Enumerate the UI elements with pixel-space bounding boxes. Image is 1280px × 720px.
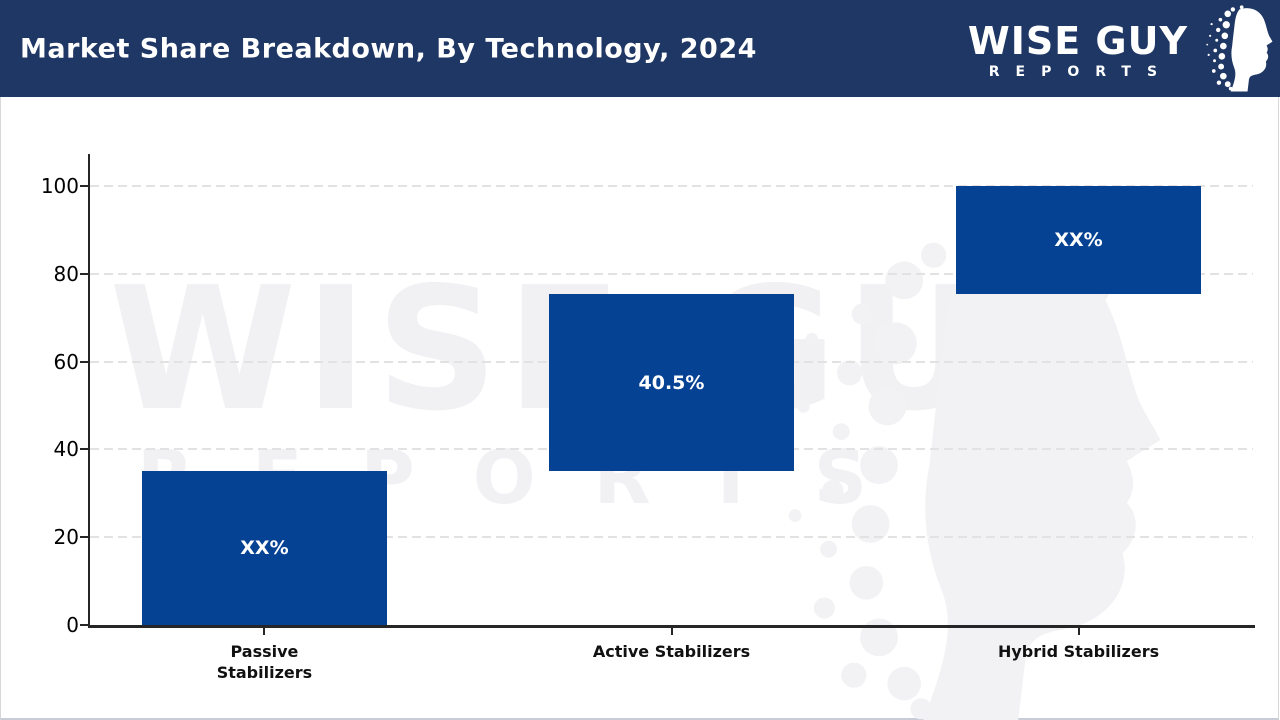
y-tick-label: 60	[53, 349, 79, 374]
bar-segment: XX%	[142, 471, 387, 625]
x-tick-mark	[1077, 627, 1080, 635]
x-axis-spine	[88, 625, 1255, 628]
x-category-label: Passive Stabilizers	[144, 641, 384, 683]
x-category-label-line: Hybrid Stabilizers	[997, 642, 1160, 661]
y-tick-mark	[80, 448, 88, 451]
y-gridline	[90, 536, 1253, 539]
y-tick-label: 0	[66, 613, 79, 637]
y-tick-label: 20	[53, 525, 79, 550]
logo-reports-text: REPORTS	[988, 64, 1174, 80]
wiseguy-logo: WISE GUY REPORTS	[968, 22, 1188, 80]
y-tick-label: 40	[53, 437, 79, 462]
page-title: Market Share Breakdown, By Technology, 2…	[20, 33, 757, 64]
bar-value-label: 40.5%	[638, 371, 705, 394]
x-category-label-line: Passive	[230, 642, 299, 661]
x-category-label: Active Stabilizers	[552, 641, 792, 662]
y-tick-mark	[80, 185, 88, 188]
y-tick-mark	[80, 272, 88, 275]
x-tick-mark	[263, 627, 266, 635]
x-category-label-line: Active Stabilizers	[592, 642, 751, 661]
y-tick-mark	[80, 360, 88, 363]
bar-value-label: XX%	[1054, 228, 1103, 251]
x-category-label: Hybrid Stabilizers	[959, 641, 1199, 662]
bar-value-label: XX%	[240, 537, 289, 560]
wiseguy-face-icon	[1200, 5, 1276, 93]
y-gridline	[90, 185, 1253, 188]
bar-segment: XX%	[956, 186, 1201, 294]
plot-area: XX% 40.5% XX%	[90, 162, 1253, 625]
header-bar: Market Share Breakdown, By Technology, 2…	[0, 0, 1280, 97]
y-tick-mark	[80, 624, 88, 626]
y-tick-label: 100	[40, 174, 79, 199]
y-tick-label: 80	[53, 261, 79, 286]
x-tick-mark	[670, 627, 673, 635]
x-category-label-line: Stabilizers	[216, 663, 313, 682]
y-gridline	[90, 272, 1253, 275]
logo-wordmark: WISE GUY	[967, 19, 1188, 63]
y-tick-mark	[80, 536, 88, 539]
y-axis-spine	[88, 154, 90, 627]
bar-segment: 40.5%	[549, 293, 794, 472]
